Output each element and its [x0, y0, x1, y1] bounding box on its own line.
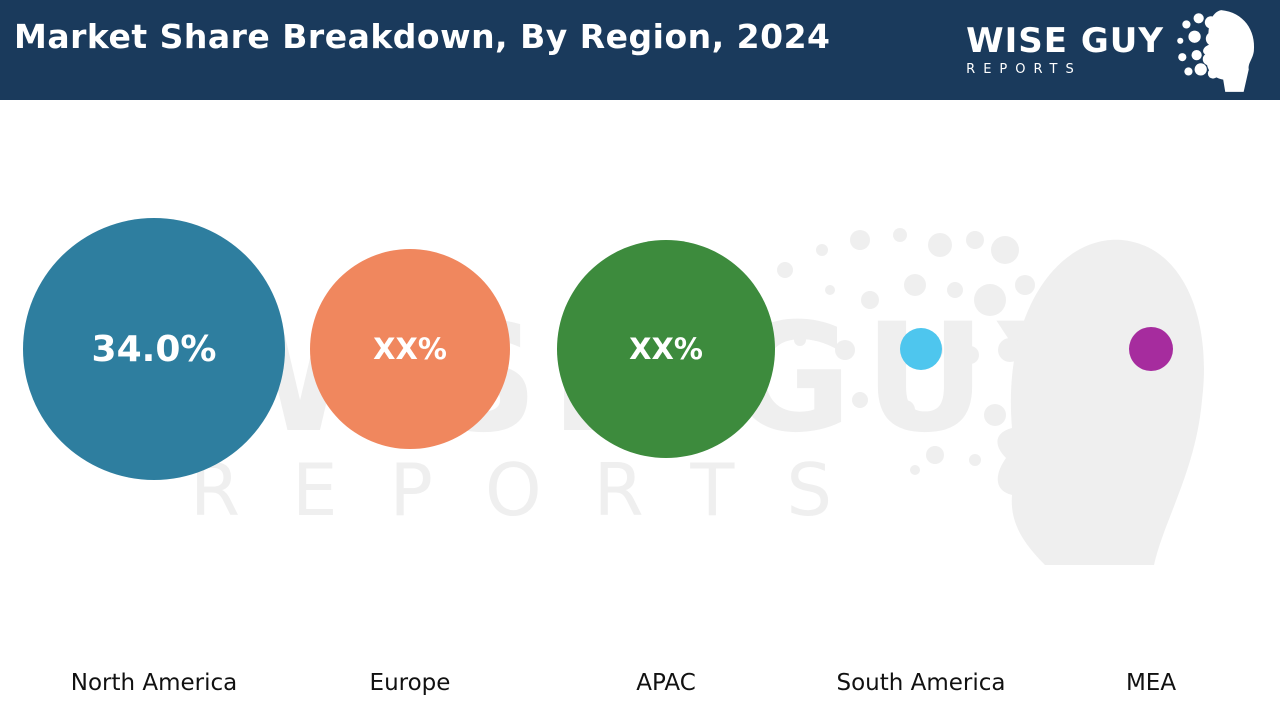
brand-logo: WISE GUY REPORTS	[966, 4, 1260, 96]
bubble-north-america: 34.0%	[23, 218, 285, 480]
bubble-south-america	[900, 328, 942, 370]
page-title: Market Share Breakdown, By Region, 2024	[14, 16, 831, 56]
brand-wordmark: WISE GUY	[966, 20, 1164, 61]
region-label-europe: Europe	[369, 670, 451, 696]
bubble-value-label: XX%	[629, 332, 703, 366]
region-label-south-america: South America	[836, 670, 1006, 696]
region-label-apac: APAC	[636, 670, 696, 696]
bubble-mea	[1129, 327, 1173, 371]
region-label-mea: MEA	[1125, 670, 1177, 696]
brand-head-icon	[1177, 10, 1255, 92]
bubble-value-label: 34.0%	[91, 328, 217, 370]
bubble-europe: XX%	[310, 249, 510, 449]
brand-subtext: REPORTS	[966, 61, 1082, 77]
bubble-apac: XX%	[557, 240, 775, 458]
region-label-north-america: North America	[70, 670, 238, 696]
header: Market Share Breakdown, By Region, 2024 …	[0, 0, 1280, 100]
bubble-value-label: XX%	[373, 332, 447, 366]
brand-text: WISE GUY REPORTS	[966, 24, 1164, 77]
